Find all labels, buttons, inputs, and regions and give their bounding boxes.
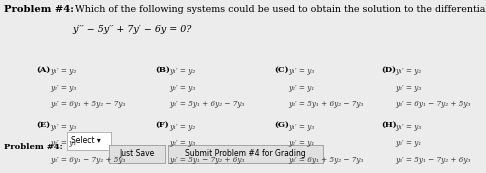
Text: y₃′ = 5y₁ + 6y₂ − 7y₃: y₃′ = 5y₁ + 6y₂ − 7y₃ [288,100,364,108]
Text: y₂′ = y₁: y₂′ = y₁ [395,139,421,147]
Text: y₁′ = y₂: y₁′ = y₂ [169,67,195,75]
Text: y₁′ = y₂: y₁′ = y₂ [395,67,421,75]
Text: y₁′ = y₂: y₁′ = y₂ [50,67,76,75]
Text: y₃′ = 6y₁ + 5y₂ − 7y₃: y₃′ = 6y₁ + 5y₂ − 7y₃ [288,156,364,164]
Text: (D): (D) [382,66,397,74]
Text: (C): (C) [275,66,289,74]
Text: Submit Problem #4 for Grading: Submit Problem #4 for Grading [185,149,306,158]
Text: y₁′ = y₂: y₁′ = y₂ [169,123,195,131]
Text: y₂′ = y₁: y₂′ = y₁ [50,139,76,147]
Text: (G): (G) [275,121,290,129]
Text: y₁′ = y₃: y₁′ = y₃ [288,67,314,75]
Text: (F): (F) [156,121,169,129]
Text: y′′′ − 5y′′ + 7y′ − 6y = 0?: y′′′ − 5y′′ + 7y′ − 6y = 0? [72,25,191,34]
Text: (A): (A) [36,66,51,74]
Text: Problem #4:: Problem #4: [4,5,74,14]
Text: Which of the following systems could be used to obtain the solution to the diffe: Which of the following systems could be … [72,5,486,14]
Text: y₂′ = y₁: y₂′ = y₁ [288,84,314,92]
Text: y₁′ = y₃: y₁′ = y₃ [395,123,421,131]
Text: y₂′ = y₃: y₂′ = y₃ [169,139,195,147]
Text: (B): (B) [156,66,171,74]
Text: y₂′ = y₁: y₂′ = y₁ [288,139,314,147]
Text: y₃′ = 5y₁ − 7y₂ + 6y₃: y₃′ = 5y₁ − 7y₂ + 6y₃ [169,156,244,164]
Text: y₂′ = y₃: y₂′ = y₃ [395,84,421,92]
Text: y₁′ = y₃: y₁′ = y₃ [50,123,76,131]
Text: y₂′ = y₃: y₂′ = y₃ [169,84,195,92]
Text: y₃′ = 6y₁ − 7y₂ + 5y₃: y₃′ = 6y₁ − 7y₂ + 5y₃ [50,156,125,164]
Text: Problem #4:: Problem #4: [4,143,63,151]
Text: y₂′ = y₃: y₂′ = y₃ [50,84,76,92]
Text: Select ▾: Select ▾ [71,136,101,145]
Text: y₃′ = 5y₁ − 7y₂ + 6y₃: y₃′ = 5y₁ − 7y₂ + 6y₃ [395,156,470,164]
Text: (H): (H) [382,121,397,129]
Text: y₃′ = 6y₁ + 5y₂ − 7y₃: y₃′ = 6y₁ + 5y₂ − 7y₃ [50,100,125,108]
Text: Just Save: Just Save [120,149,155,158]
Text: y₁′ = y₃: y₁′ = y₃ [288,123,314,131]
Text: y₃′ = 5y₁ + 6y₂ − 7y₃: y₃′ = 5y₁ + 6y₂ − 7y₃ [169,100,244,108]
Text: y₃′ = 6y₁ − 7y₂ + 5y₃: y₃′ = 6y₁ − 7y₂ + 5y₃ [395,100,470,108]
Text: (E): (E) [36,121,51,129]
